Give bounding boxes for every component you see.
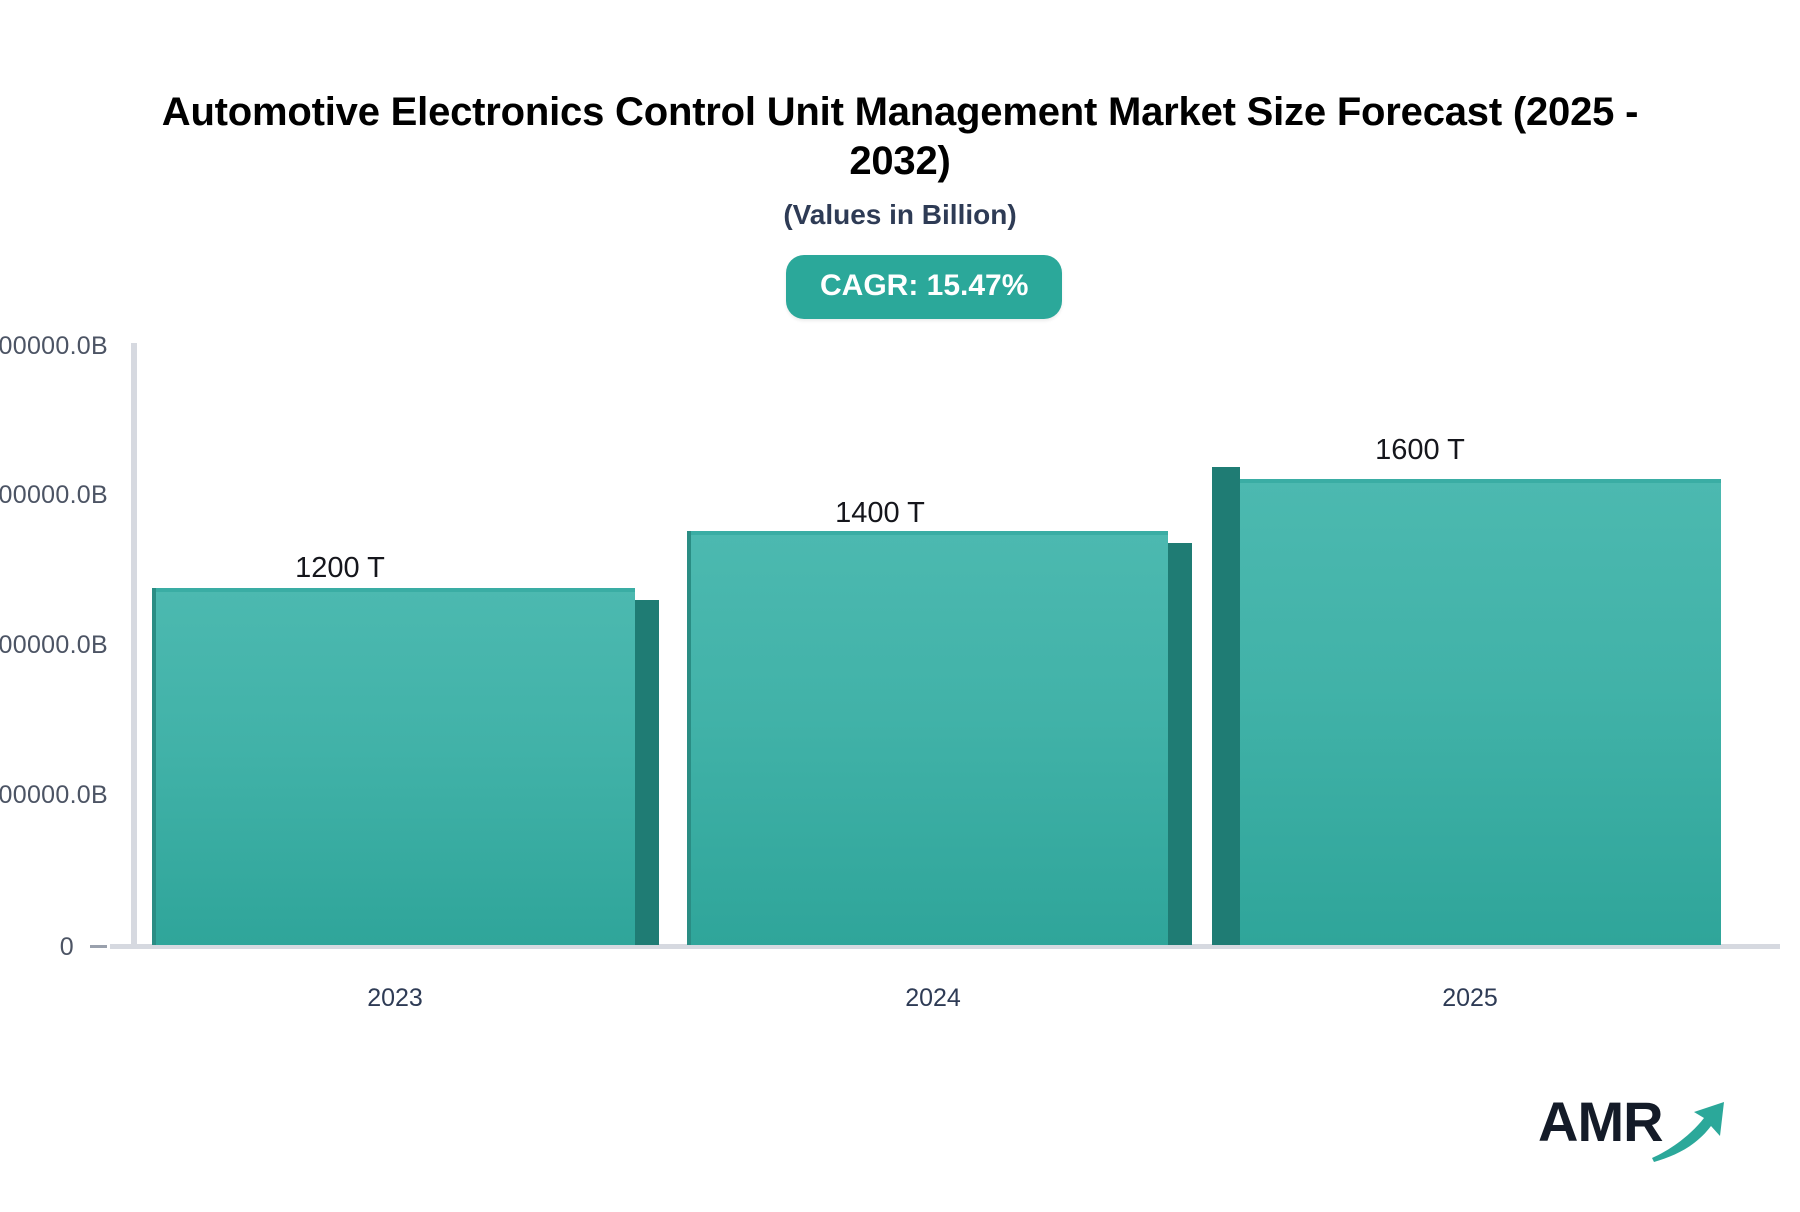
bar-side-face — [1212, 467, 1240, 945]
x-axis-label-2024: 2024 — [905, 984, 961, 1012]
cagr-badge: CAGR: 15.47% — [786, 255, 1063, 319]
y-axis-tick-label: 00000.0B — [0, 481, 108, 509]
x-axis-label-2025: 2025 — [1442, 984, 1498, 1012]
x-axis-label-2023: 2023 — [367, 984, 423, 1012]
bar-2024[interactable] — [687, 531, 1168, 945]
bar-left-edge — [687, 531, 691, 945]
bar-value-label: 1200 T — [295, 552, 385, 584]
bar-left-edge — [152, 588, 156, 945]
growth-arrow-icon — [1650, 1092, 1730, 1169]
bar-value-label: 1600 T — [1375, 434, 1465, 466]
y-axis-tick-mark — [90, 945, 107, 948]
page-title: Automotive Electronics Control Unit Mana… — [161, 90, 1639, 183]
y-axis-tick-label: 00000.0B — [0, 332, 108, 360]
y-axis-line — [131, 343, 137, 949]
y-axis-tick-label: 00000.0B — [0, 781, 108, 809]
chart-subtitle: (Values in Billion) — [783, 198, 1017, 230]
x-axis-line — [110, 944, 1780, 949]
bar-2025[interactable] — [1240, 479, 1721, 945]
chart-header: Automotive Electronics Control Unit Mana… — [150, 88, 1650, 230]
bar-top-edge — [687, 531, 1168, 535]
bar-side-face — [1168, 543, 1192, 945]
y-axis-tick-label-zero: 0 — [59, 933, 74, 961]
bar-top-edge — [1240, 479, 1721, 483]
bar-top-edge — [152, 588, 635, 592]
amr-wordmark: AMR — [1538, 1090, 1664, 1153]
bar-side-face — [635, 600, 659, 945]
bar-value-label: 1400 T — [835, 497, 925, 529]
y-axis-tick-label: 00000.0B — [0, 631, 108, 659]
bar-2023[interactable] — [152, 588, 635, 945]
amr-logo: AMR — [1538, 1090, 1728, 1170]
